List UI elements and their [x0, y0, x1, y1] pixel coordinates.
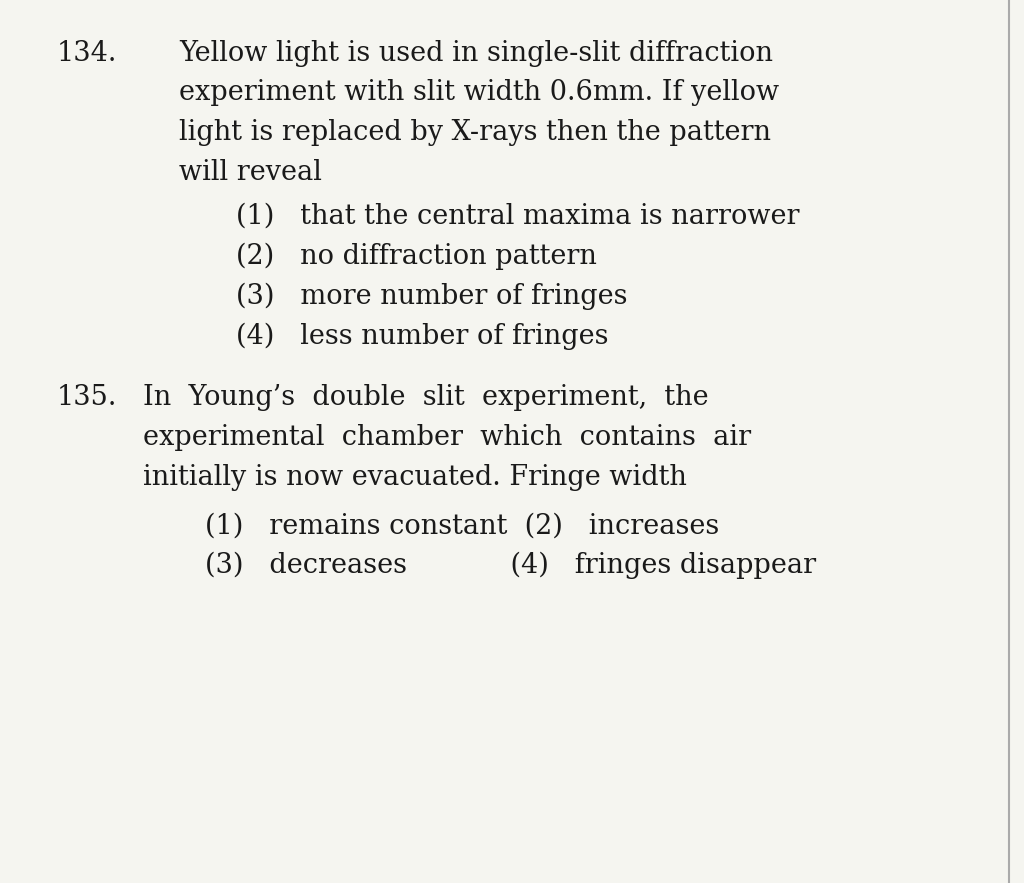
Text: initially is now evacuated. Fringe width: initially is now evacuated. Fringe width — [143, 464, 687, 491]
Text: (2)   no diffraction pattern: (2) no diffraction pattern — [236, 243, 596, 270]
Text: light is replaced by X-rays then the pattern: light is replaced by X-rays then the pat… — [179, 119, 771, 147]
Text: (3)   more number of fringes: (3) more number of fringes — [236, 283, 627, 310]
Text: 134.: 134. — [56, 40, 117, 67]
Text: (4)   less number of fringes: (4) less number of fringes — [236, 322, 608, 350]
Text: In  Young’s  double  slit  experiment,  the: In Young’s double slit experiment, the — [143, 384, 709, 411]
Text: (1)   remains constant  (2)   increases: (1) remains constant (2) increases — [205, 512, 719, 540]
Text: 135.: 135. — [56, 384, 117, 411]
Text: experiment with slit width 0.6mm. If yellow: experiment with slit width 0.6mm. If yel… — [179, 79, 779, 107]
Text: (3)   decreases            (4)   fringes disappear: (3) decreases (4) fringes disappear — [205, 552, 816, 579]
Text: will reveal: will reveal — [179, 159, 323, 186]
Text: (1)   that the central maxima is narrower: (1) that the central maxima is narrower — [236, 203, 799, 230]
Text: experimental  chamber  which  contains  air: experimental chamber which contains air — [143, 424, 752, 451]
Text: Yellow light is used in single-slit diffraction: Yellow light is used in single-slit diff… — [179, 40, 773, 67]
